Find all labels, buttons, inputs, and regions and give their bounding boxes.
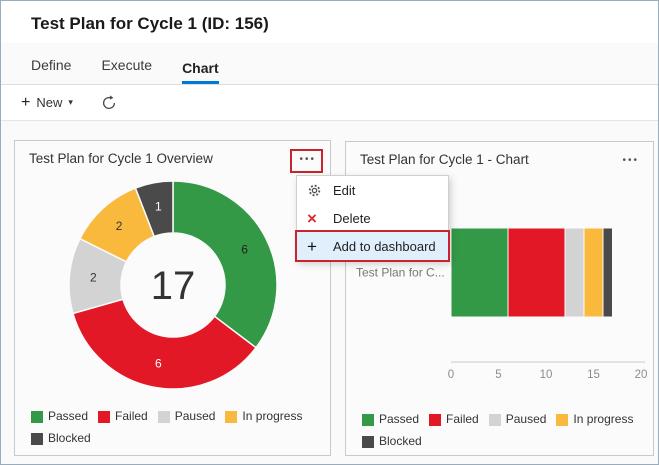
donut-slice-failed bbox=[72, 298, 258, 390]
legend-item-failed: Failed bbox=[98, 407, 148, 426]
legend-label: Passed bbox=[379, 412, 420, 426]
legend-label: Paused bbox=[174, 409, 216, 423]
legend-swatch bbox=[362, 435, 374, 448]
legend-swatch bbox=[157, 410, 170, 423]
tab-define[interactable]: Define bbox=[31, 57, 72, 73]
bar-segment-blocked bbox=[602, 227, 613, 318]
new-button-label: New bbox=[36, 95, 63, 110]
donut-chart-svg: 6 6 2 2 1 17 bbox=[68, 180, 278, 390]
menu-item-edit[interactable]: Edit bbox=[297, 176, 448, 204]
x-axis-tick-label: 5 bbox=[495, 369, 501, 381]
widget-header: Test Plan for Cycle 1 Overview ••• bbox=[15, 141, 330, 169]
tab-bar: Define Execute Chart bbox=[1, 43, 658, 85]
legend-item-paused: Paused bbox=[488, 410, 547, 429]
legend-item-in-progress: In progress bbox=[225, 407, 302, 426]
x-axis-tick-label: 10 bbox=[540, 369, 553, 381]
legend-label: Passed bbox=[48, 409, 89, 423]
toolbar: + New ▾ bbox=[1, 85, 658, 121]
plus-icon: + bbox=[21, 93, 31, 111]
tab-execute[interactable]: Execute bbox=[101, 57, 153, 73]
refresh-button[interactable] bbox=[101, 94, 117, 111]
gear-icon bbox=[307, 183, 333, 198]
legend-item-paused: Paused bbox=[157, 407, 216, 426]
bar-segment-failed bbox=[507, 227, 566, 318]
widget-title: Test Plan for Cycle 1 Overview bbox=[29, 151, 213, 166]
legend-item-passed: Passed bbox=[31, 407, 88, 426]
menu-item-add-to-dashboard[interactable]: + Add to dashboard bbox=[297, 232, 448, 260]
menu-item-delete[interactable]: × Delete bbox=[297, 204, 448, 232]
widget-overview-donut: Test Plan for Cycle 1 Overview ••• 6 6 2 2 1… bbox=[14, 140, 331, 456]
legend-swatch bbox=[31, 410, 43, 423]
x-axis-tick-label: 20 bbox=[635, 369, 648, 381]
bar-category-label: Test Plan for C... bbox=[356, 266, 445, 280]
donut-chart: 6 6 2 2 1 17 bbox=[15, 169, 330, 404]
legend-label: Paused bbox=[505, 412, 547, 426]
legend-label: Failed bbox=[115, 409, 148, 423]
new-button[interactable]: + New ▾ bbox=[21, 93, 73, 111]
legend-item-passed: Passed bbox=[362, 410, 419, 429]
bar-segment-in-progress bbox=[583, 227, 604, 318]
legend-label: Blocked bbox=[48, 431, 91, 445]
legend-item-blocked: Blocked bbox=[362, 432, 422, 451]
legend-swatch bbox=[362, 413, 374, 426]
donut-center-total: 17 bbox=[151, 264, 196, 308]
page-title: Test Plan for Cycle 1 (ID: 156) bbox=[31, 14, 269, 33]
donut-slice-blocked bbox=[134, 180, 174, 238]
legend-swatch bbox=[31, 432, 43, 445]
legend-label: In progress bbox=[573, 412, 634, 426]
menu-item-label: Edit bbox=[333, 182, 356, 198]
donut-legend: Passed Failed Paused In progress Blocked bbox=[15, 404, 315, 448]
x-axis-tick-label: 15 bbox=[587, 369, 600, 381]
legend-label: Blocked bbox=[379, 434, 422, 448]
bar-chart-svg: Test Plan for C... 0 5 10 15 20 bbox=[356, 227, 648, 381]
widget-header: Test Plan for Cycle 1 - Chart ••• bbox=[346, 142, 653, 170]
legend-item-blocked: Blocked bbox=[31, 429, 91, 448]
legend-item-in-progress: In progress bbox=[556, 410, 633, 429]
legend-swatch bbox=[488, 413, 501, 426]
delete-icon: × bbox=[307, 208, 317, 228]
charts-canvas: Test Plan for Cycle 1 Overview ••• 6 6 2 2 1… bbox=[1, 121, 658, 464]
legend-swatch bbox=[98, 410, 111, 423]
slice-value-label: 2 bbox=[90, 271, 97, 285]
bar-segment-passed bbox=[450, 227, 509, 318]
slice-value-label: 6 bbox=[241, 242, 248, 256]
donut-slice-passed bbox=[172, 180, 278, 349]
more-options-button[interactable]: ••• bbox=[292, 151, 321, 171]
slice-value-label: 1 bbox=[155, 199, 162, 213]
stacked-bar-chart: Test Plan for C... 0 5 10 15 20 bbox=[346, 170, 653, 407]
plus-icon: + bbox=[307, 236, 317, 256]
legend-swatch bbox=[429, 413, 442, 426]
widget-context-menu: Edit × Delete + Add to dashboard bbox=[296, 175, 449, 261]
bar-legend: Passed Failed Paused In progress Blocked bbox=[346, 407, 646, 451]
menu-item-label: Add to dashboard bbox=[333, 238, 436, 254]
legend-item-failed: Failed bbox=[429, 410, 479, 429]
bar-segment-paused bbox=[564, 227, 585, 318]
legend-swatch bbox=[556, 413, 569, 426]
more-options-button[interactable]: ••• bbox=[622, 155, 639, 166]
page-header: Test Plan for Cycle 1 (ID: 156) bbox=[1, 1, 658, 43]
x-axis-tick-label: 0 bbox=[448, 369, 454, 381]
chevron-down-icon: ▾ bbox=[68, 97, 73, 107]
slice-value-label: 6 bbox=[155, 357, 162, 371]
legend-label: In progress bbox=[242, 409, 303, 423]
refresh-icon bbox=[102, 94, 115, 109]
tab-chart[interactable]: Chart bbox=[182, 60, 219, 84]
legend-label: Failed bbox=[446, 412, 479, 426]
slice-value-label: 2 bbox=[116, 219, 123, 233]
widget-title: Test Plan for Cycle 1 - Chart bbox=[360, 152, 529, 167]
menu-item-label: Delete bbox=[333, 210, 371, 226]
legend-swatch bbox=[225, 410, 238, 423]
